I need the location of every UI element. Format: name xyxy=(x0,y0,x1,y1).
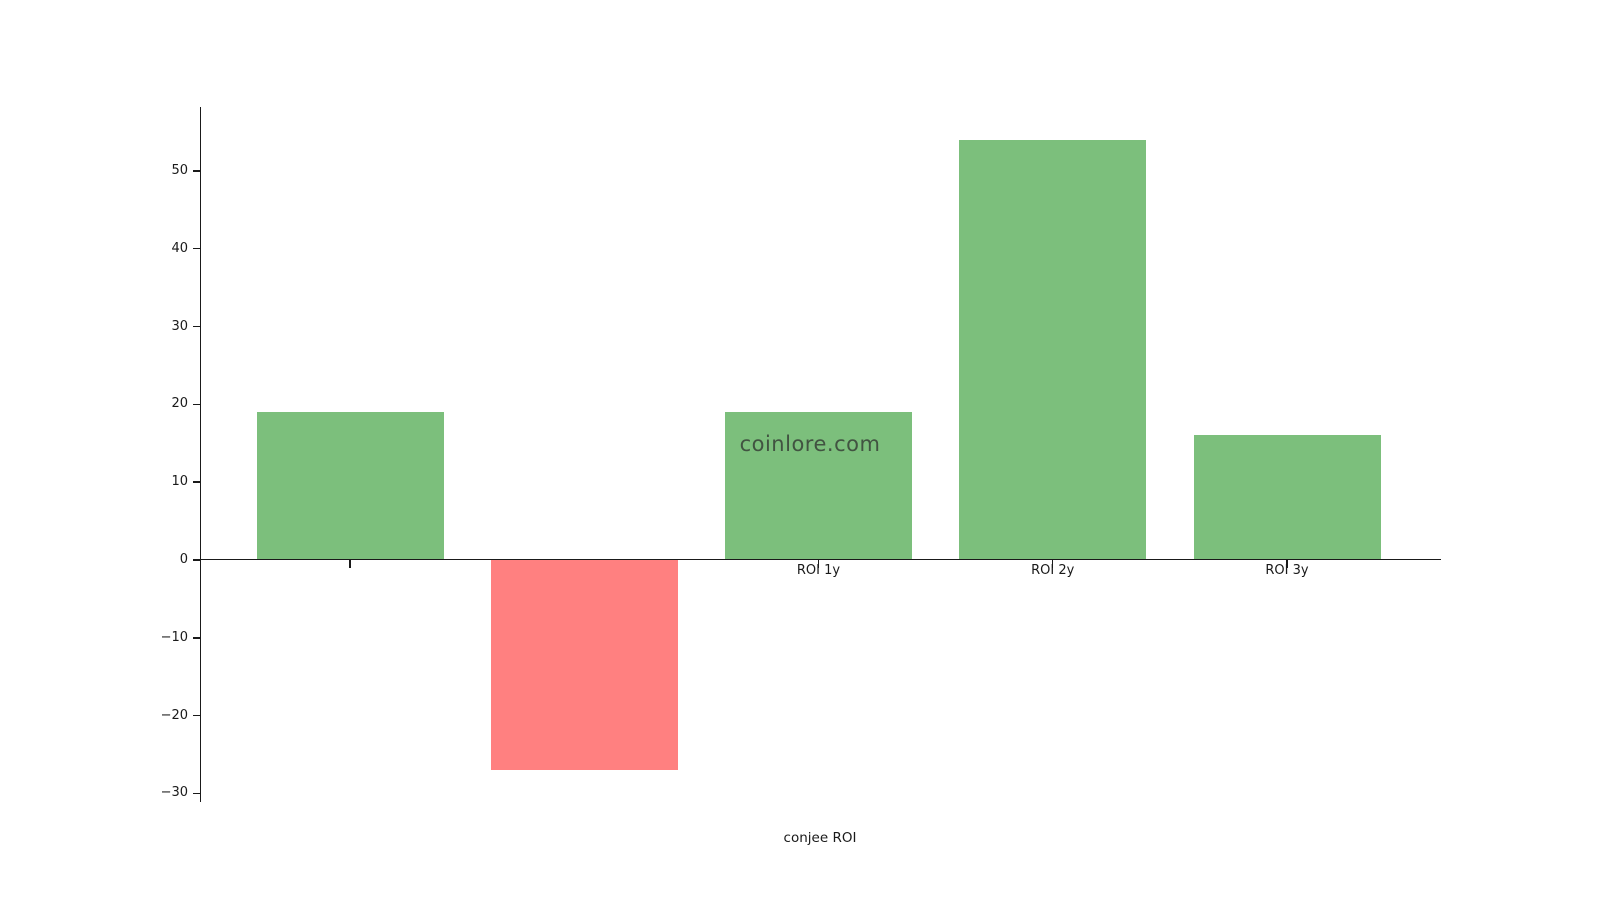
y-tick-label: −10 xyxy=(160,629,188,645)
x-tick-label: ROI 3y xyxy=(1265,563,1309,578)
x-tick-label: ROI 2y xyxy=(1031,563,1075,578)
bar xyxy=(1193,435,1381,560)
x-tick-mark xyxy=(817,560,820,568)
bar xyxy=(256,412,444,560)
y-tick-mark xyxy=(192,170,200,172)
y-tick-mark xyxy=(192,559,200,561)
x-tick-mark xyxy=(1052,560,1054,568)
x-axis-title: conjee ROI xyxy=(783,830,857,846)
y-tick-mark xyxy=(192,481,200,483)
y-tick-label: 50 xyxy=(171,162,188,178)
y-axis-spine xyxy=(199,107,201,802)
y-tick-label: 40 xyxy=(171,240,188,256)
bar xyxy=(490,560,678,771)
bar xyxy=(725,412,912,560)
x-tick-mark xyxy=(1286,560,1288,568)
y-tick-label: 0 xyxy=(179,552,188,567)
x-tick-label: ROI 1y xyxy=(796,563,841,578)
y-tick-mark xyxy=(192,714,200,717)
y-tick-label: 10 xyxy=(171,474,188,490)
y-tick-mark xyxy=(192,637,200,639)
watermark: coinlore.com xyxy=(739,432,881,456)
y-tick-mark xyxy=(192,248,200,250)
y-tick-label: 30 xyxy=(171,318,188,334)
x-axis-zero-line xyxy=(199,558,1441,561)
y-tick-label: 20 xyxy=(171,396,188,412)
y-tick-mark xyxy=(192,792,200,795)
x-tick-mark xyxy=(349,560,351,568)
y-tick-label: −30 xyxy=(160,785,188,801)
y-tick-mark xyxy=(192,325,200,328)
bar xyxy=(959,139,1147,560)
y-tick-mark xyxy=(192,403,200,406)
y-tick-label: −20 xyxy=(160,707,188,723)
